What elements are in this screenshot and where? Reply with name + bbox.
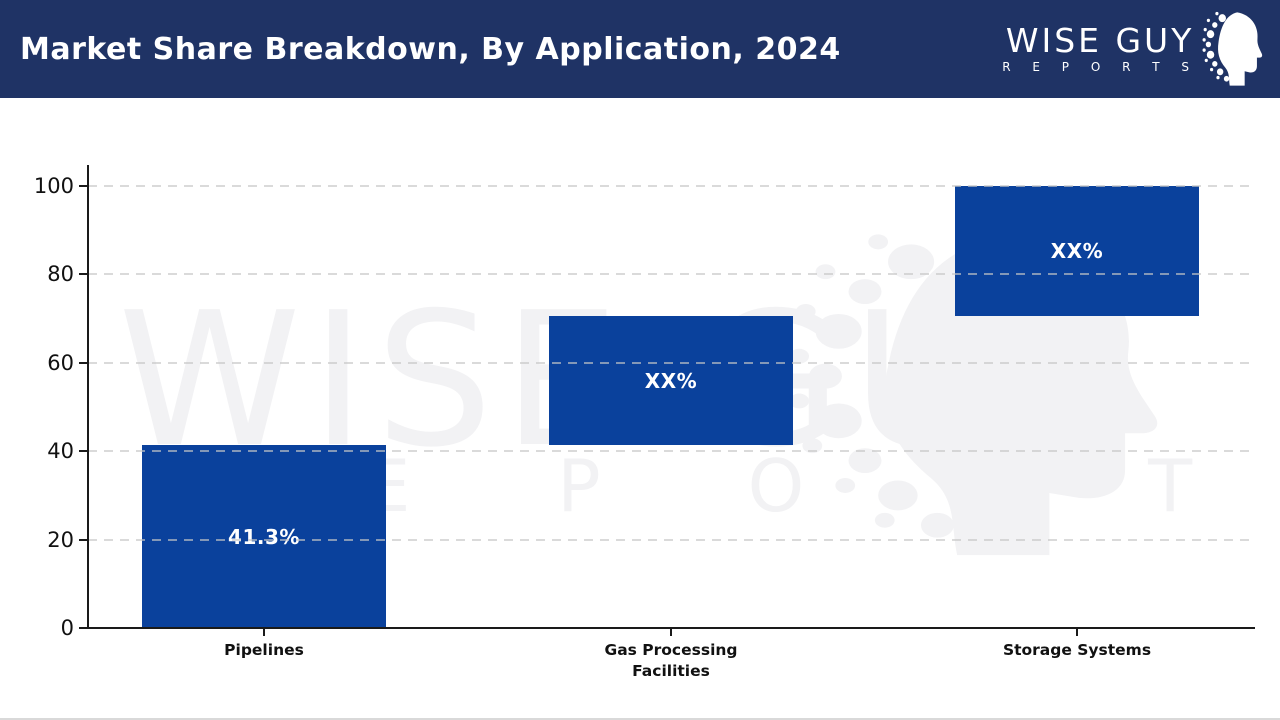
y-tick-label: 100: [33, 174, 74, 198]
y-tick-mark: [79, 361, 87, 364]
y-tick-mark: [79, 538, 87, 541]
x-tick-label-line: Gas Processing: [604, 641, 738, 659]
y-tick-label: 40: [47, 439, 74, 464]
page-title: Market Share Breakdown, By Application, …: [20, 31, 841, 67]
x-tick-label-line: Pipelines: [224, 641, 304, 659]
y-tick-label: 20: [47, 527, 74, 552]
bar-value-label: 41.3%: [228, 524, 300, 549]
x-tick-mark: [670, 629, 672, 636]
gridline: [88, 538, 1255, 541]
wise-guy-reports-logo: WISE GUY R E P O R T S: [1002, 9, 1266, 89]
dotted-head-icon: [1202, 9, 1266, 89]
y-tick-label: 60: [47, 350, 74, 375]
y-tick-mark: [79, 273, 87, 276]
y-tick-mark: [79, 450, 87, 453]
logo-wordmark: WISE GUY: [1005, 21, 1195, 60]
y-axis-line: [87, 165, 89, 629]
y-tick-label: 0: [60, 616, 74, 640]
bar-gas-processing-facilities: XX%: [549, 315, 793, 446]
bar-value-label: XX%: [1050, 238, 1104, 263]
x-tick-label-line: Storage Systems: [1002, 641, 1152, 659]
x-tick-label: Storage Systems: [917, 640, 1237, 661]
x-tick-label: Gas Processing Facilities: [511, 640, 831, 682]
bar-pipelines: 41.3%: [142, 445, 386, 628]
gridline: [88, 361, 1255, 364]
x-tick-mark: [1076, 629, 1078, 636]
x-tick-label: Pipelines: [104, 640, 424, 661]
y-tick-mark: [79, 627, 87, 629]
x-tick-label-line: Facilities: [632, 662, 710, 680]
logo-subtitle: R E P O R T S: [1002, 60, 1198, 74]
logo-text: WISE GUY R E P O R T S: [1002, 24, 1198, 74]
bar-value-label: XX%: [644, 368, 698, 393]
gridline: [88, 450, 1255, 453]
gridline: [88, 185, 1255, 187]
y-tick-label: 80: [47, 262, 74, 287]
x-tick-mark: [263, 629, 265, 636]
header-band: Market Share Breakdown, By Application, …: [0, 0, 1280, 98]
y-tick-mark: [79, 185, 87, 187]
bar-storage-systems: XX%: [955, 186, 1199, 316]
gridline: [88, 273, 1255, 276]
x-axis-line: [87, 627, 1255, 629]
